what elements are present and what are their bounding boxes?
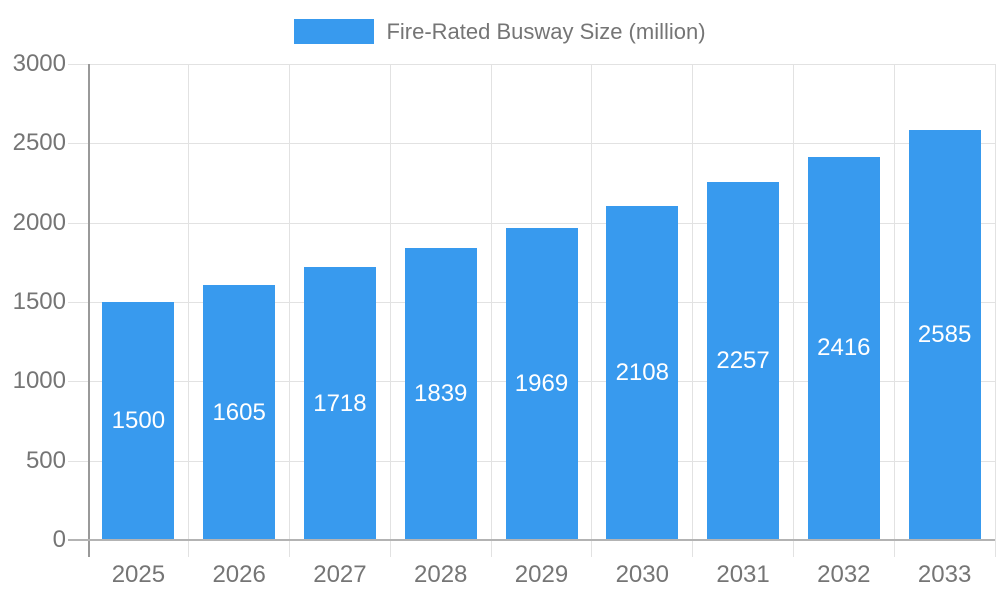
bar-value-label: 2416 [817, 334, 871, 362]
gridline-x [289, 64, 291, 557]
y-axis-line [88, 64, 90, 557]
gridline-y-2500 [68, 143, 995, 145]
bar-2028: 1839 [404, 248, 477, 540]
y-axis-tick-label: 500 [25, 446, 66, 474]
x-axis-tick-label: 2028 [414, 561, 468, 588]
y-axis-tick-label: 2500 [12, 129, 66, 157]
gridline-x [692, 64, 694, 557]
legend-swatch [294, 18, 375, 44]
y-axis-tick-label: 0 [52, 526, 66, 553]
y-axis-tick-label: 3000 [12, 50, 66, 77]
x-axis-tick-label: 2029 [514, 561, 569, 588]
bar-value-label: 1718 [313, 389, 367, 417]
bar-2027: 1718 [303, 267, 376, 540]
bar-value-label: 1500 [111, 407, 166, 434]
bar-2029: 1969 [505, 227, 578, 540]
gridline-x [893, 64, 895, 557]
bar-value-label: 2585 [917, 320, 972, 348]
gridline-x [994, 64, 996, 557]
x-axis-tick-label: 2033 [917, 561, 972, 588]
y-axis-tick-label: 1000 [12, 367, 66, 395]
bar-2026: 1605 [203, 285, 276, 540]
bar-2033: 2585 [908, 129, 981, 540]
legend-label: Fire-Rated Busway Size (million) [386, 18, 706, 44]
bar-value-label: 2257 [716, 346, 770, 374]
gridline-x [490, 64, 492, 557]
x-axis-tick-label: 2032 [817, 561, 871, 588]
gridline-y-2000 [68, 222, 995, 224]
bar-2031: 2257 [707, 181, 780, 540]
gridline-x [591, 64, 593, 557]
x-axis-tick-label: 2025 [111, 561, 166, 588]
bar-value-label: 1969 [514, 369, 569, 397]
gridline-x [792, 64, 794, 557]
chart-legend[interactable]: Fire-Rated Busway Size (million) [0, 17, 1000, 45]
gridline-x [188, 64, 190, 557]
bar-2032: 2416 [807, 156, 880, 540]
gridline-x [389, 64, 391, 557]
y-axis-tick-label: 1500 [12, 288, 66, 315]
x-axis-tick-label: 2026 [212, 561, 266, 588]
plot-area: 1500 1605 1718 1839 1969 2108 2257 2416 2585 [68, 64, 996, 557]
x-axis-tick-label: 2027 [313, 561, 367, 588]
gridline-y-3000 [68, 64, 995, 65]
x-axis-tick-label: 2031 [716, 561, 770, 588]
x-axis-baseline [68, 539, 995, 541]
bar-2030: 2108 [606, 205, 679, 540]
bar-value-label: 1605 [212, 398, 266, 426]
bar-value-label: 2108 [615, 358, 669, 386]
x-axis-tick-label: 2030 [615, 561, 669, 588]
y-axis-tick-label: 2000 [12, 208, 66, 236]
bar-2025: 1500 [102, 302, 175, 540]
bar-value-label: 1839 [414, 380, 468, 408]
